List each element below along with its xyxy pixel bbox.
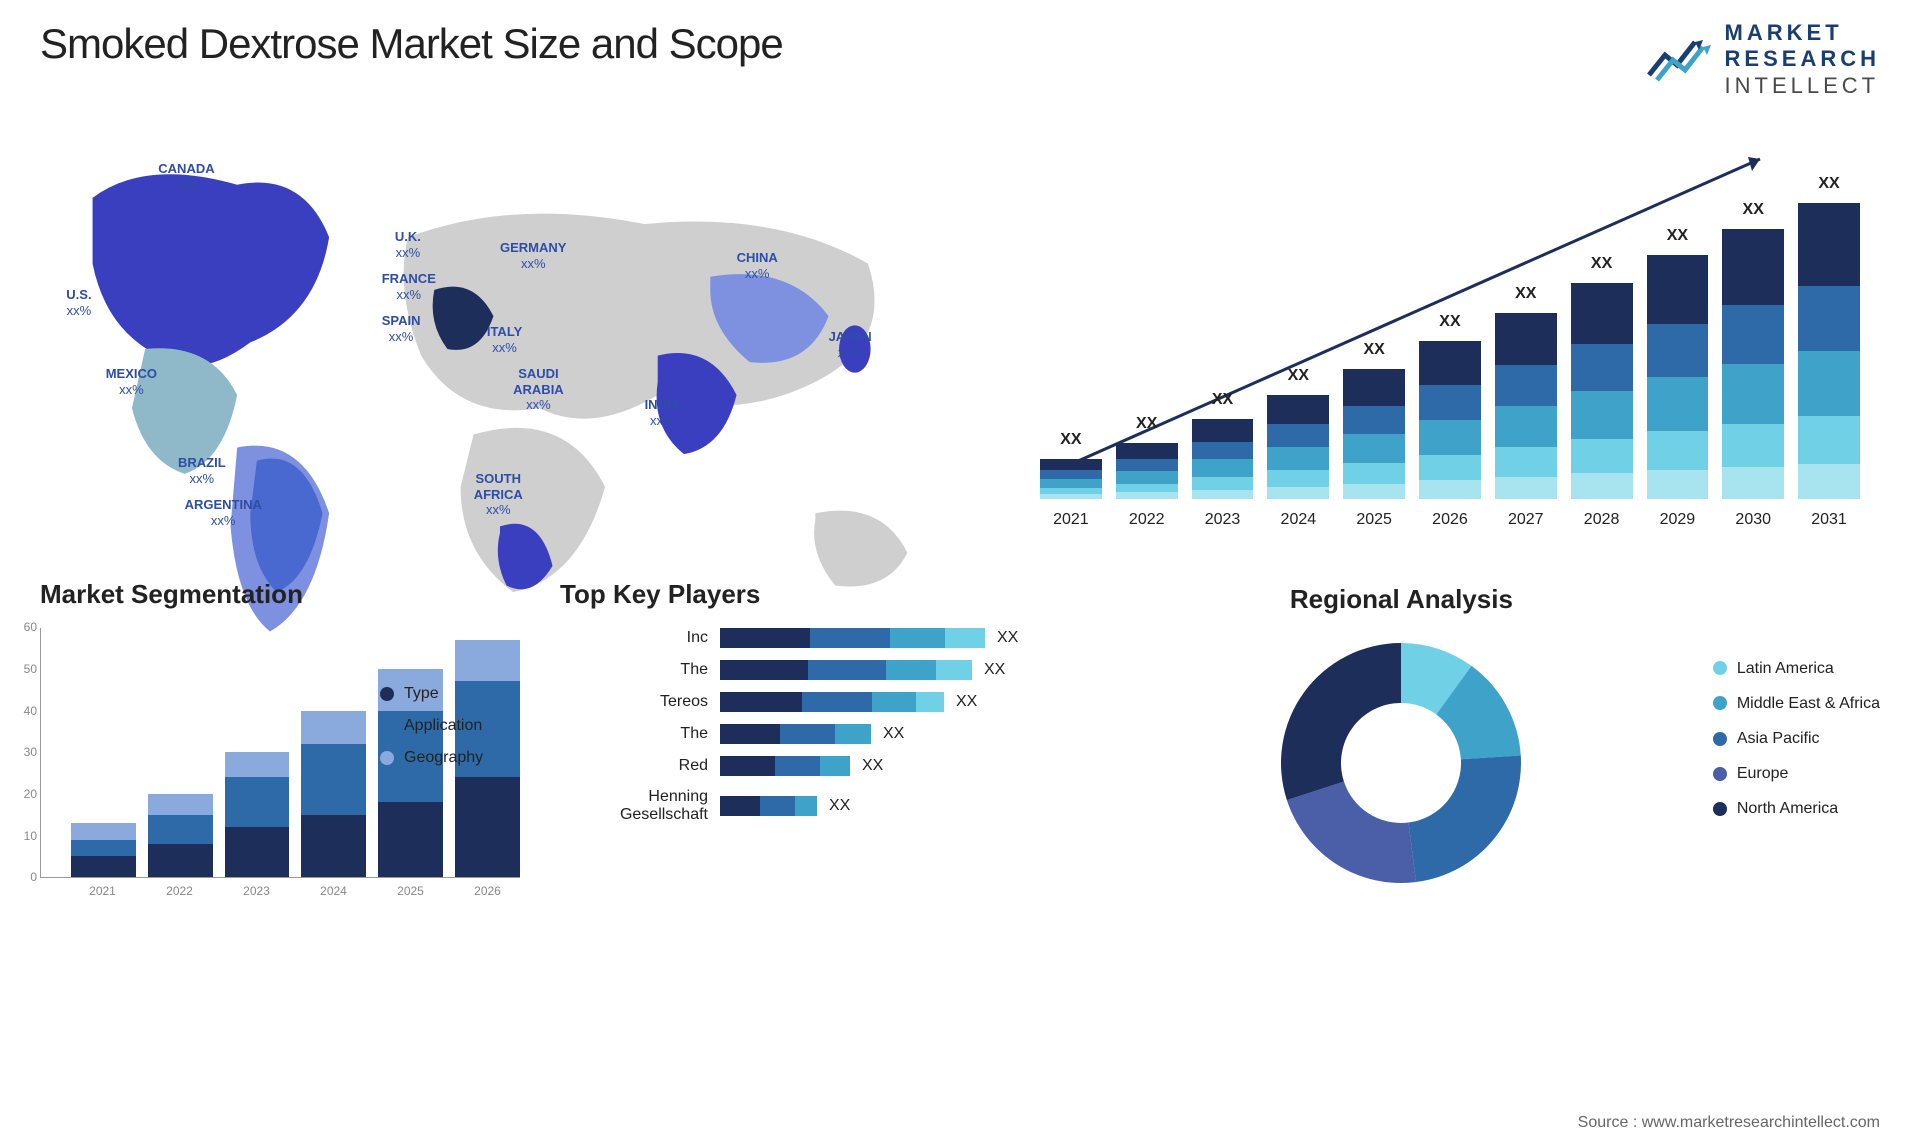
- player-row: TheXX: [560, 724, 1080, 744]
- map-label: U.K.xx%: [395, 229, 421, 260]
- map-label: GERMANYxx%: [500, 240, 566, 271]
- donut-slice: [1409, 756, 1521, 883]
- forecast-bar: XX: [1267, 395, 1329, 499]
- forecast-bar: XX: [1040, 459, 1102, 499]
- forecast-bar: XX: [1722, 229, 1784, 499]
- year-label: 2024: [1267, 511, 1329, 529]
- donut-slice: [1281, 643, 1401, 800]
- forecast-bar: XX: [1192, 419, 1254, 499]
- regional-legend: Latin AmericaMiddle East & AfricaAsia Pa…: [1713, 651, 1880, 827]
- year-label: 2027: [1495, 511, 1557, 529]
- forecast-bar: XX: [1647, 255, 1709, 499]
- forecast-bar: XX: [1571, 283, 1633, 499]
- map-label: SPAINxx%: [382, 313, 421, 344]
- page-title: Smoked Dextrose Market Size and Scope: [40, 20, 783, 68]
- seg-bar: [301, 711, 366, 878]
- player-row: TheXX: [560, 660, 1080, 680]
- map-label: BRAZILxx%: [178, 455, 226, 486]
- year-label: 2029: [1647, 511, 1709, 529]
- map-label: U.S.xx%: [66, 287, 91, 318]
- seg-bar: [148, 794, 213, 877]
- logo: MARKET RESEARCH INTELLECT: [1647, 20, 1880, 99]
- year-label: 2028: [1571, 511, 1633, 529]
- map-label: ITALYxx%: [487, 324, 522, 355]
- map-label: SOUTHAFRICAxx%: [474, 471, 523, 518]
- player-row: Henning GesellschaftXX: [560, 788, 1080, 824]
- map-label: FRANCExx%: [382, 271, 436, 302]
- segmentation-title: Market Segmentation: [40, 579, 520, 610]
- regional-panel: Regional Analysis Latin AmericaMiddle Ea…: [1120, 579, 1880, 898]
- forecast-bar: XX: [1798, 203, 1860, 499]
- year-label: 2023: [1192, 511, 1254, 529]
- seg-bar: [225, 752, 290, 877]
- year-label: 2021: [1040, 511, 1102, 529]
- map-label: CANADAxx%: [158, 161, 214, 192]
- forecast-bar: XX: [1343, 369, 1405, 499]
- player-row: TereosXX: [560, 692, 1080, 712]
- forecast-bar: XX: [1116, 443, 1178, 499]
- segmentation-panel: Market Segmentation 0102030405060 202120…: [40, 579, 520, 898]
- forecast-bar: XX: [1419, 341, 1481, 499]
- regional-title: Regional Analysis: [1120, 584, 1683, 615]
- year-label: 2022: [1116, 511, 1178, 529]
- logo-line2: RESEARCH: [1725, 46, 1880, 72]
- year-label: 2026: [1419, 511, 1481, 529]
- forecast-chart: XXXXXXXXXXXXXXXXXXXXXX 20212022202320242…: [1000, 119, 1880, 539]
- logo-line3: INTELLECT: [1725, 73, 1880, 99]
- world-map: CANADAxx% U.S.xx% MEXICOxx% BRAZILxx% ARGENT…: [40, 119, 960, 539]
- segmentation-legend: TypeApplicationGeography: [380, 678, 483, 774]
- year-label: 2031: [1798, 511, 1860, 529]
- donut-slice: [1287, 782, 1416, 883]
- year-label: 2025: [1343, 511, 1405, 529]
- forecast-bar: XX: [1495, 313, 1557, 499]
- map-label: MEXICOxx%: [106, 366, 157, 397]
- logo-line1: MARKET: [1725, 20, 1880, 46]
- player-row: RedXX: [560, 756, 1080, 776]
- source-text: Source : www.marketresearchintellect.com: [1578, 1114, 1880, 1132]
- year-label: 2030: [1722, 511, 1784, 529]
- map-label: CHINAxx%: [737, 250, 778, 281]
- map-label: JAPANxx%: [829, 329, 872, 360]
- map-label: ARGENTINAxx%: [185, 497, 262, 528]
- map-label: SAUDIARABIAxx%: [513, 366, 564, 413]
- map-label: INDIAxx%: [645, 397, 680, 428]
- seg-bar: [71, 823, 136, 877]
